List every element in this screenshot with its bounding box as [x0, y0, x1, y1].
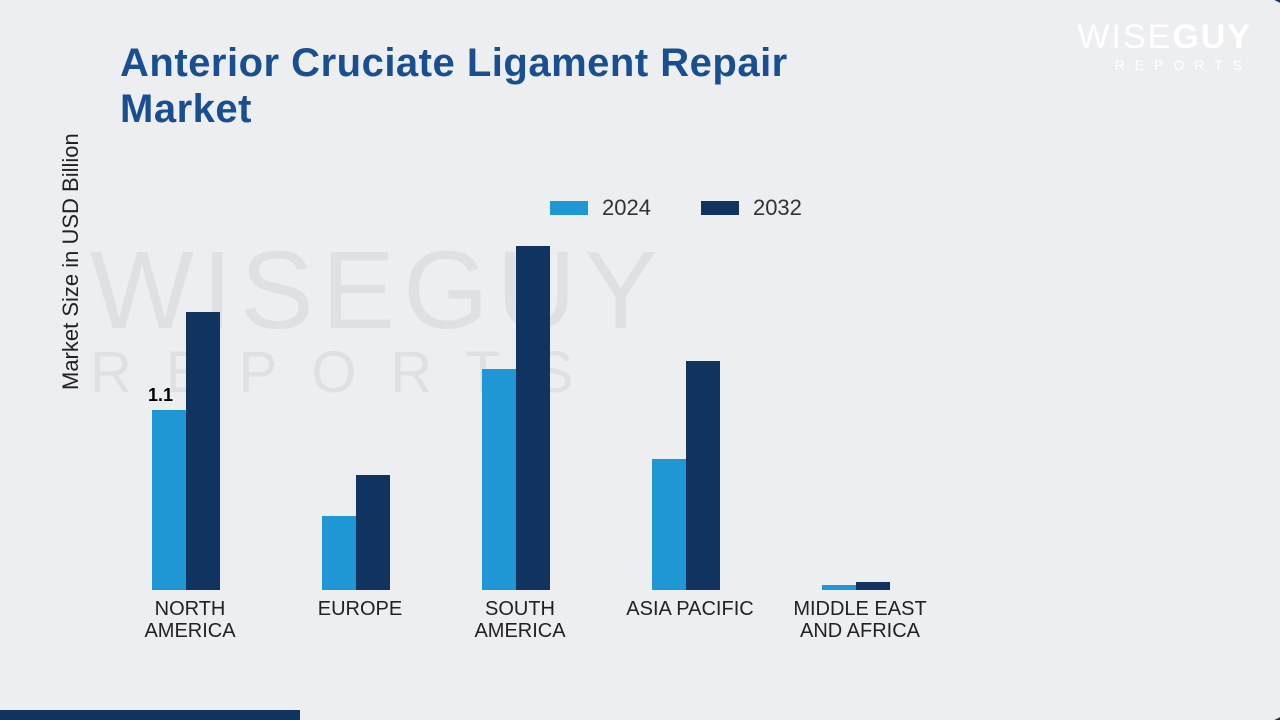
value-label: 1.1	[148, 385, 173, 406]
legend-item-2024: 2024	[550, 195, 651, 221]
bar	[152, 410, 186, 590]
x-axis-label: MIDDLE EAST AND AFRICA	[790, 598, 930, 642]
x-axis-label: ASIA PACIFIC	[620, 598, 760, 620]
logo-word-b: GUY	[1172, 18, 1252, 56]
chart-canvas: WISEGUY REPORTS Anterior Cruciate Ligame…	[0, 0, 1280, 720]
legend-swatch-2024	[550, 201, 588, 215]
legend-label-2032: 2032	[753, 195, 802, 221]
logo-main: WISEGUY	[1077, 20, 1252, 54]
bar	[186, 312, 220, 590]
plot-area: NORTH AMERICAEUROPESOUTH AMERICAASIA PAC…	[120, 230, 920, 630]
legend-swatch-2032	[701, 201, 739, 215]
x-axis-label: SOUTH AMERICA	[450, 598, 590, 642]
logo-word-a: WISE	[1077, 18, 1172, 56]
brand-logo: WISEGUY REPORTS	[1077, 20, 1252, 72]
bar	[652, 459, 686, 590]
bar	[322, 516, 356, 590]
chart-title: Anterior Cruciate Ligament Repair Market	[120, 40, 880, 132]
bar	[516, 246, 550, 590]
bar	[482, 369, 516, 590]
legend-item-2032: 2032	[701, 195, 802, 221]
bar	[822, 585, 856, 590]
logo-sub: REPORTS	[1077, 58, 1252, 72]
x-axis-label: NORTH AMERICA	[120, 598, 260, 642]
legend-label-2024: 2024	[602, 195, 651, 221]
bottom-accent-bar	[0, 710, 300, 720]
bar	[856, 582, 890, 590]
x-axis-label: EUROPE	[290, 598, 430, 620]
legend: 2024 2032	[550, 195, 802, 221]
bar	[686, 361, 720, 590]
y-axis-label: Market Size in USD Billion	[58, 133, 84, 390]
bar	[356, 475, 390, 590]
